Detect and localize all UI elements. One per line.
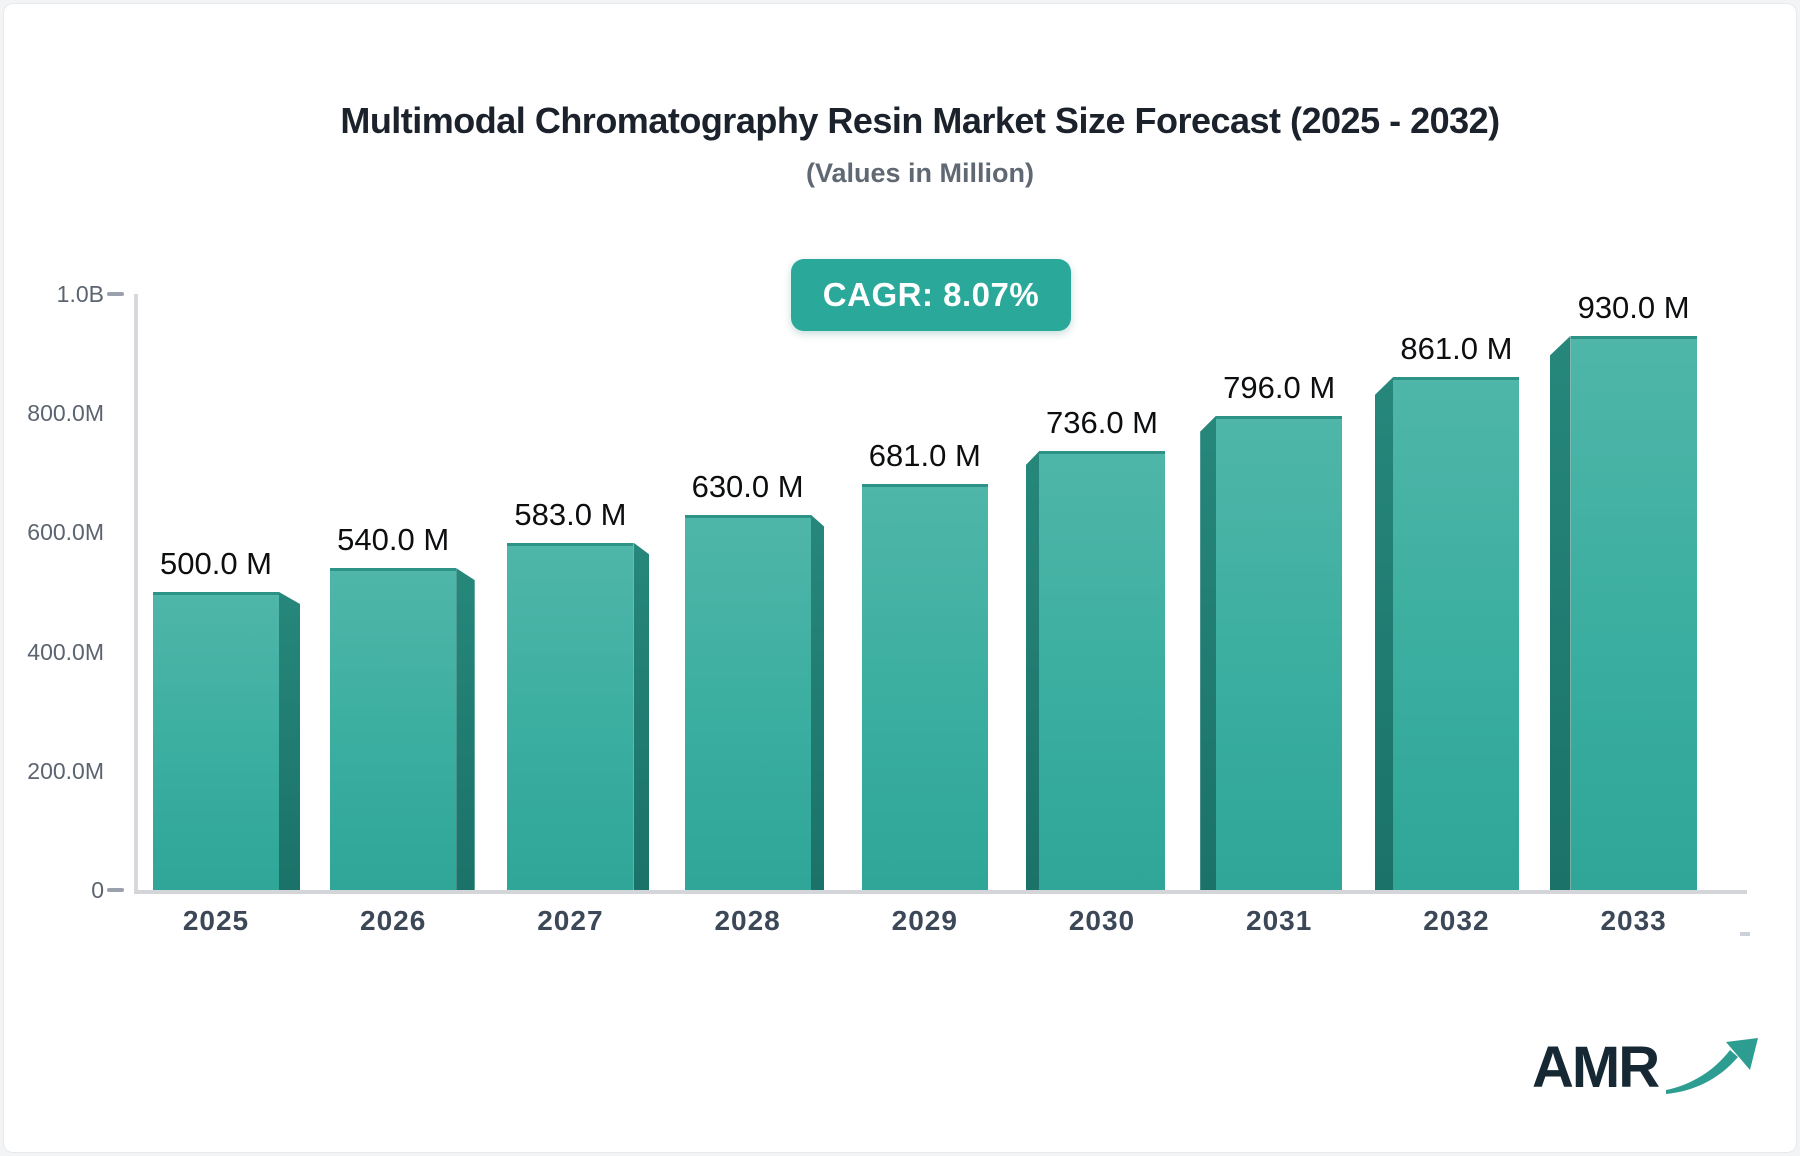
y-axis-tick-label: 800.0M — [27, 400, 104, 427]
bar-value-label: 540.0 M — [337, 522, 450, 558]
bar-side-face — [456, 568, 475, 890]
x-axis — [134, 890, 1747, 894]
bar-value-label: 861.0 M — [1400, 330, 1513, 366]
x-axis-label: 2032 — [1423, 905, 1490, 936]
y-axis-tick-label: 1.0B — [56, 281, 104, 307]
bar-value-label: 583.0 M — [514, 496, 627, 532]
bar-2027[interactable] — [507, 542, 634, 890]
bar-side-face — [1549, 335, 1571, 890]
y-axis-tick-mark — [107, 888, 124, 892]
chart-card: Multimodal Chromatography Resin Market S… — [3, 3, 1797, 1153]
x-axis-end-tick — [1740, 932, 1750, 936]
bar-2026[interactable] — [330, 568, 457, 890]
bar-side-face — [279, 592, 300, 890]
bar-value-label: 930.0 M — [1577, 289, 1690, 325]
y-axis-tick-label: 0 — [91, 877, 104, 903]
chart-subtitle: (Values in Million) — [805, 158, 1035, 188]
bar-value-label: 681.0 M — [868, 438, 981, 474]
x-axis-label: 2030 — [1068, 905, 1136, 936]
trend-arrow-icon — [1666, 1038, 1758, 1094]
y-axis-tick-label: 600.0M — [27, 519, 104, 546]
y-axis-tick-mark — [107, 292, 124, 296]
bar-side-face — [810, 514, 825, 890]
bar-side-face — [1374, 376, 1394, 890]
bar-value-label: 796.0 M — [1223, 369, 1336, 405]
chart-title: Multimodal Chromatography Resin Market S… — [340, 100, 1500, 141]
x-axis-label: 2027 — [537, 905, 604, 936]
bar-2031[interactable] — [1216, 415, 1343, 890]
x-axis-label: 2026 — [360, 905, 427, 936]
amr-logo-text: AMR — [1532, 1035, 1660, 1100]
bar-2033[interactable] — [1570, 335, 1697, 890]
x-axis-label: 2025 — [182, 905, 250, 936]
chart-header: Multimodal Chromatography Resin Market S… — [48, 100, 1792, 189]
bar-side-face — [633, 542, 650, 890]
x-axis-label: 2028 — [714, 905, 781, 936]
bar-side-face — [1025, 451, 1039, 890]
bar-2025[interactable] — [153, 592, 279, 890]
bar-value-label: 736.0 M — [1045, 405, 1158, 441]
cagr-badge: CAGR: 8.07% — [791, 259, 1071, 331]
bar-2029[interactable] — [861, 484, 988, 890]
bar-2030[interactable] — [1039, 451, 1165, 890]
bar-2032[interactable] — [1393, 376, 1520, 890]
y-axis — [134, 294, 138, 894]
y-axis-tick-label: 400.0M — [27, 638, 104, 665]
x-axis-label: 2031 — [1246, 905, 1313, 936]
y-axis-tick-label: 200.0M — [27, 757, 104, 784]
bar-2028[interactable] — [684, 514, 811, 890]
bar-side-face — [1200, 415, 1217, 890]
bar-value-label: 630.0 M — [691, 468, 804, 504]
bar-value-label: 500.0 M — [159, 546, 272, 581]
x-axis-label: 2029 — [891, 905, 958, 936]
chart-plot-area: 1.0B 800.0M 600.0M 400.0M 200.0M 0 500.0 M 2025… — [4, 4, 1796, 1152]
amr-logo: AMR — [1532, 1034, 1758, 1114]
x-axis-label: 2033 — [1600, 905, 1667, 936]
